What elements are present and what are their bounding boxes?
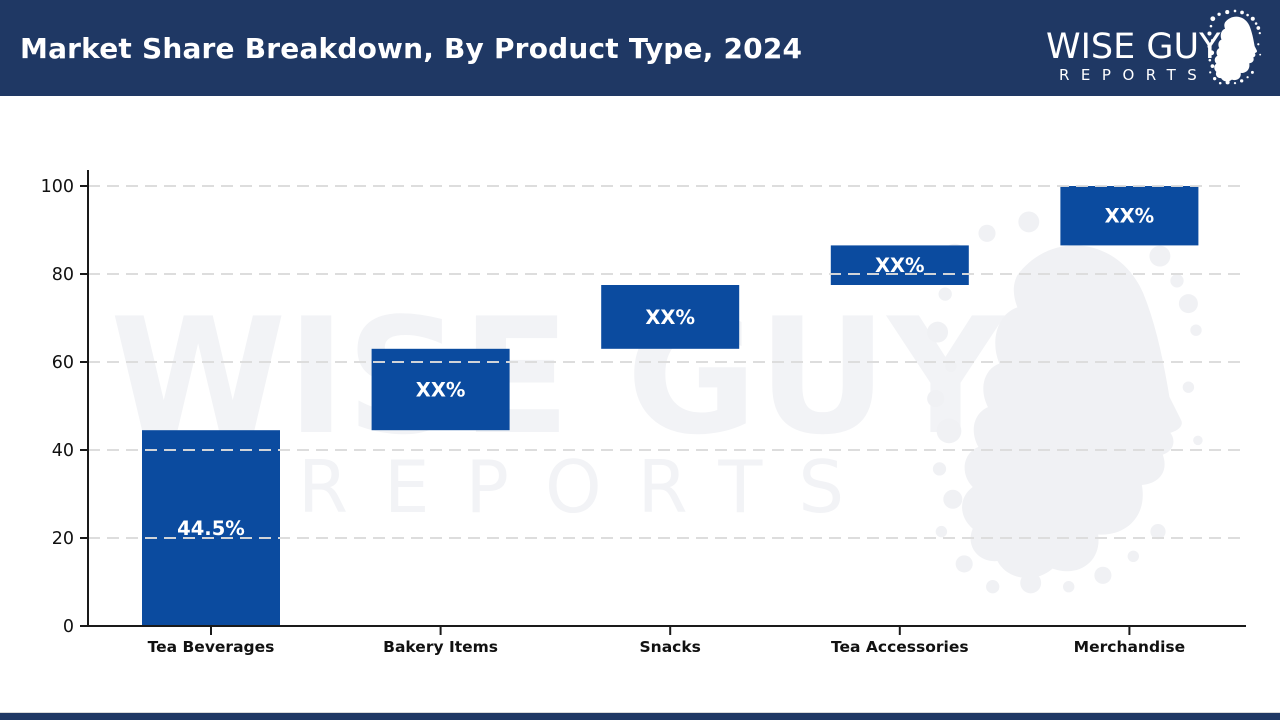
bar-value-label-tea-beverages: 44.5% xyxy=(177,517,245,540)
footer-bar xyxy=(0,713,1280,720)
x-category-label-snacks: Snacks xyxy=(640,638,701,656)
bar-snacks xyxy=(601,285,740,349)
page-title: Market Share Breakdown, By Product Type,… xyxy=(20,31,803,65)
y-tick-label: 60 xyxy=(52,353,74,373)
y-tick-label: 0 xyxy=(63,617,74,637)
bar-tea-beverages xyxy=(142,430,280,626)
watermark-subtext: REPORTS xyxy=(298,445,880,529)
y-tick-label: 40 xyxy=(52,441,74,461)
bar-tea-accessories xyxy=(830,245,969,285)
chart-area: WISE GUY REPORTS 0 20 40 60 80 100 Tea Beverag… xyxy=(0,96,1280,713)
bar-merchandise xyxy=(1060,186,1199,246)
x-category-label-merchandise: Merchandise xyxy=(1074,638,1185,656)
bar-value-label-bakery-items: XX% xyxy=(416,379,466,402)
brand-logo: WISE GUY REPORTS xyxy=(1030,0,1280,96)
x-category-label-tea-accessories: Tea Accessories xyxy=(831,638,969,656)
x-category-label-tea-beverages: Tea Beverages xyxy=(148,638,275,656)
header-bar: Market Share Breakdown, By Product Type,… xyxy=(0,0,1280,96)
logo-wordmark: WISE GUY xyxy=(1046,27,1221,67)
y-tick-label: 80 xyxy=(52,265,74,285)
bar-value-label-tea-accessories: XX% xyxy=(875,254,925,277)
footer-hairline xyxy=(0,712,1280,713)
logo-subtext: REPORTS xyxy=(1059,66,1208,84)
brand-logo-graphic: WISE GUY REPORTS xyxy=(1046,9,1262,85)
bar-value-label-snacks: XX% xyxy=(645,306,695,329)
x-category-label-bakery-items: Bakery Items xyxy=(383,638,498,656)
y-tick-label: 100 xyxy=(41,177,74,197)
y-tick-label: 20 xyxy=(52,529,74,549)
bar-value-label-merchandise: XX% xyxy=(1105,205,1155,228)
